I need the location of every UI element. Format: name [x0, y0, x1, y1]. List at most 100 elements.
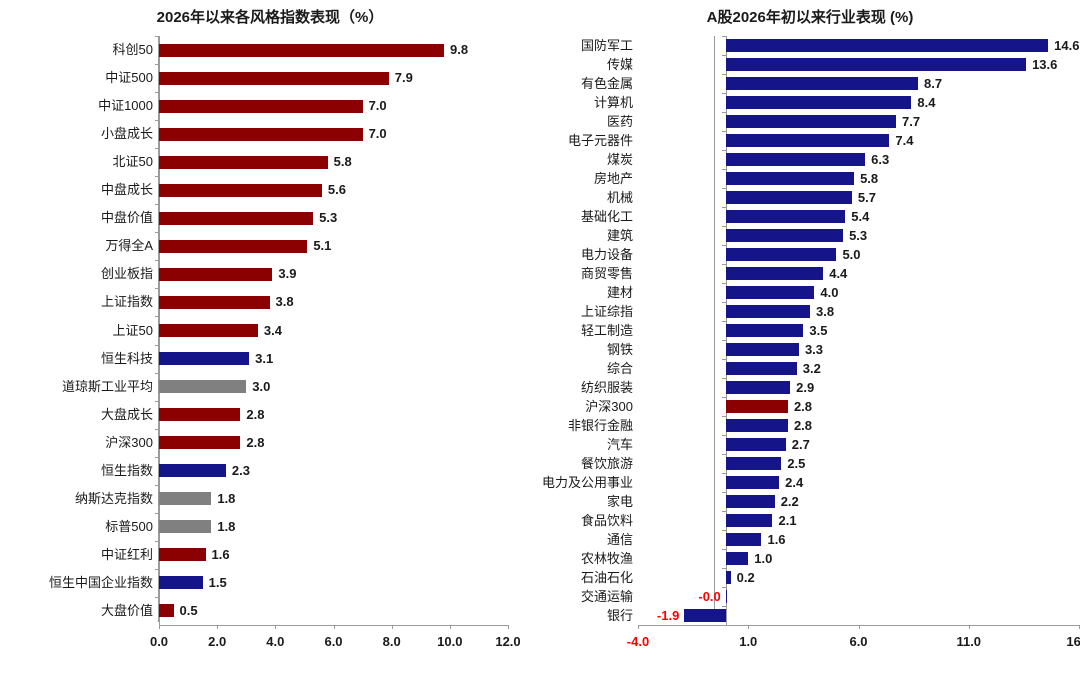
- value-label: 2.2: [780, 493, 799, 509]
- bar[interactable]: [159, 408, 241, 422]
- bar[interactable]: [159, 267, 273, 281]
- left-plot-area: [158, 36, 508, 622]
- bar[interactable]: [159, 43, 445, 57]
- bar[interactable]: [684, 609, 727, 622]
- bar[interactable]: [159, 352, 250, 366]
- x-axis-tick: [858, 625, 860, 629]
- axis-tick: [722, 226, 727, 227]
- axis-tick: [155, 344, 159, 346]
- bar[interactable]: [726, 533, 762, 546]
- bar[interactable]: [726, 96, 912, 109]
- value-label: 5.8: [333, 154, 352, 170]
- value-label: 3.5: [809, 322, 828, 338]
- bar[interactable]: [726, 210, 846, 223]
- x-axis-tick: [275, 625, 277, 629]
- bar[interactable]: [159, 520, 212, 534]
- bar[interactable]: [159, 239, 308, 253]
- axis-tick: [722, 568, 727, 569]
- bar[interactable]: [726, 457, 782, 470]
- bar[interactable]: [159, 71, 389, 85]
- axis-tick: [722, 378, 727, 379]
- category-label: 传媒: [606, 56, 633, 72]
- bar[interactable]: [726, 571, 731, 584]
- bar[interactable]: [726, 514, 773, 527]
- axis-tick: [155, 596, 159, 598]
- bar[interactable]: [726, 172, 855, 185]
- bar[interactable]: [159, 604, 174, 618]
- axis-tick: [722, 492, 727, 493]
- bar[interactable]: [726, 476, 780, 489]
- bar[interactable]: [726, 191, 852, 204]
- bar[interactable]: [159, 324, 258, 337]
- bar[interactable]: [726, 362, 797, 375]
- bar[interactable]: [159, 127, 363, 141]
- x-axis-tick: [391, 625, 393, 629]
- value-label: 1.5: [208, 574, 227, 590]
- bar[interactable]: [726, 381, 791, 394]
- value-label: 1.6: [767, 531, 786, 547]
- bar[interactable]: [159, 492, 212, 506]
- value-label: 9.8: [450, 42, 469, 58]
- category-label: 汽车: [606, 436, 633, 452]
- x-axis-tick-label: 6.0: [849, 634, 868, 649]
- bar[interactable]: [159, 548, 206, 562]
- value-label: 0.2: [736, 569, 755, 585]
- bar[interactable]: [726, 343, 799, 356]
- value-label: 2.8: [793, 398, 813, 414]
- value-label: 5.0: [842, 246, 861, 262]
- axis-tick: [722, 245, 727, 246]
- category-label: 建筑: [606, 227, 633, 243]
- bar[interactable]: [726, 134, 890, 147]
- bar[interactable]: [159, 183, 322, 197]
- bar[interactable]: [726, 400, 788, 413]
- bar[interactable]: [726, 39, 1049, 52]
- bar[interactable]: [726, 286, 815, 299]
- category-label: 上证50: [112, 322, 153, 338]
- bar[interactable]: [726, 153, 866, 166]
- bar[interactable]: [726, 552, 749, 565]
- category-label: 基础化工: [580, 208, 633, 224]
- bar[interactable]: [726, 58, 1027, 71]
- bar[interactable]: [159, 295, 270, 309]
- category-label: 非银行金融: [567, 417, 633, 433]
- value-label: 5.4: [851, 208, 870, 224]
- bar[interactable]: [159, 464, 226, 478]
- category-label: 房地产: [593, 170, 633, 186]
- x-axis-tick: [159, 625, 160, 629]
- bar[interactable]: [726, 438, 786, 451]
- bar[interactable]: [159, 155, 328, 169]
- bar[interactable]: [726, 248, 837, 261]
- left-y-axis: [158, 36, 159, 622]
- bar[interactable]: [726, 305, 810, 318]
- bar[interactable]: [726, 115, 896, 128]
- bar[interactable]: [159, 211, 314, 225]
- x-axis-tick: [638, 625, 639, 629]
- value-label: 7.4: [895, 132, 914, 148]
- bar[interactable]: [726, 77, 919, 90]
- value-label: 4.4: [829, 265, 848, 281]
- axis-tick: [722, 302, 727, 303]
- axis-tick: [722, 55, 727, 56]
- x-axis-tick: [748, 625, 750, 629]
- bar[interactable]: [726, 229, 844, 242]
- value-label: 5.8: [860, 170, 879, 186]
- bar[interactable]: [159, 380, 247, 394]
- x-axis-tick-label: 10.0: [437, 634, 463, 649]
- axis-tick: [155, 232, 159, 234]
- value-label: -1.9: [656, 607, 680, 623]
- bar[interactable]: [726, 495, 775, 508]
- axis-tick: [722, 93, 727, 94]
- bar[interactable]: [726, 267, 824, 280]
- bar[interactable]: [159, 576, 203, 590]
- bar[interactable]: [726, 419, 788, 432]
- x-axis-tick: [508, 625, 509, 629]
- axis-tick: [722, 397, 727, 398]
- bar[interactable]: [159, 99, 363, 113]
- bar[interactable]: [726, 324, 804, 337]
- x-axis-tick: [217, 625, 219, 629]
- value-label: 2.1: [778, 512, 797, 528]
- bar[interactable]: [159, 436, 241, 450]
- x-axis-tick-label: 16.0: [1066, 634, 1080, 649]
- x-axis-tick-label: 4.0: [266, 634, 285, 649]
- category-label: 小盘成长: [100, 126, 153, 142]
